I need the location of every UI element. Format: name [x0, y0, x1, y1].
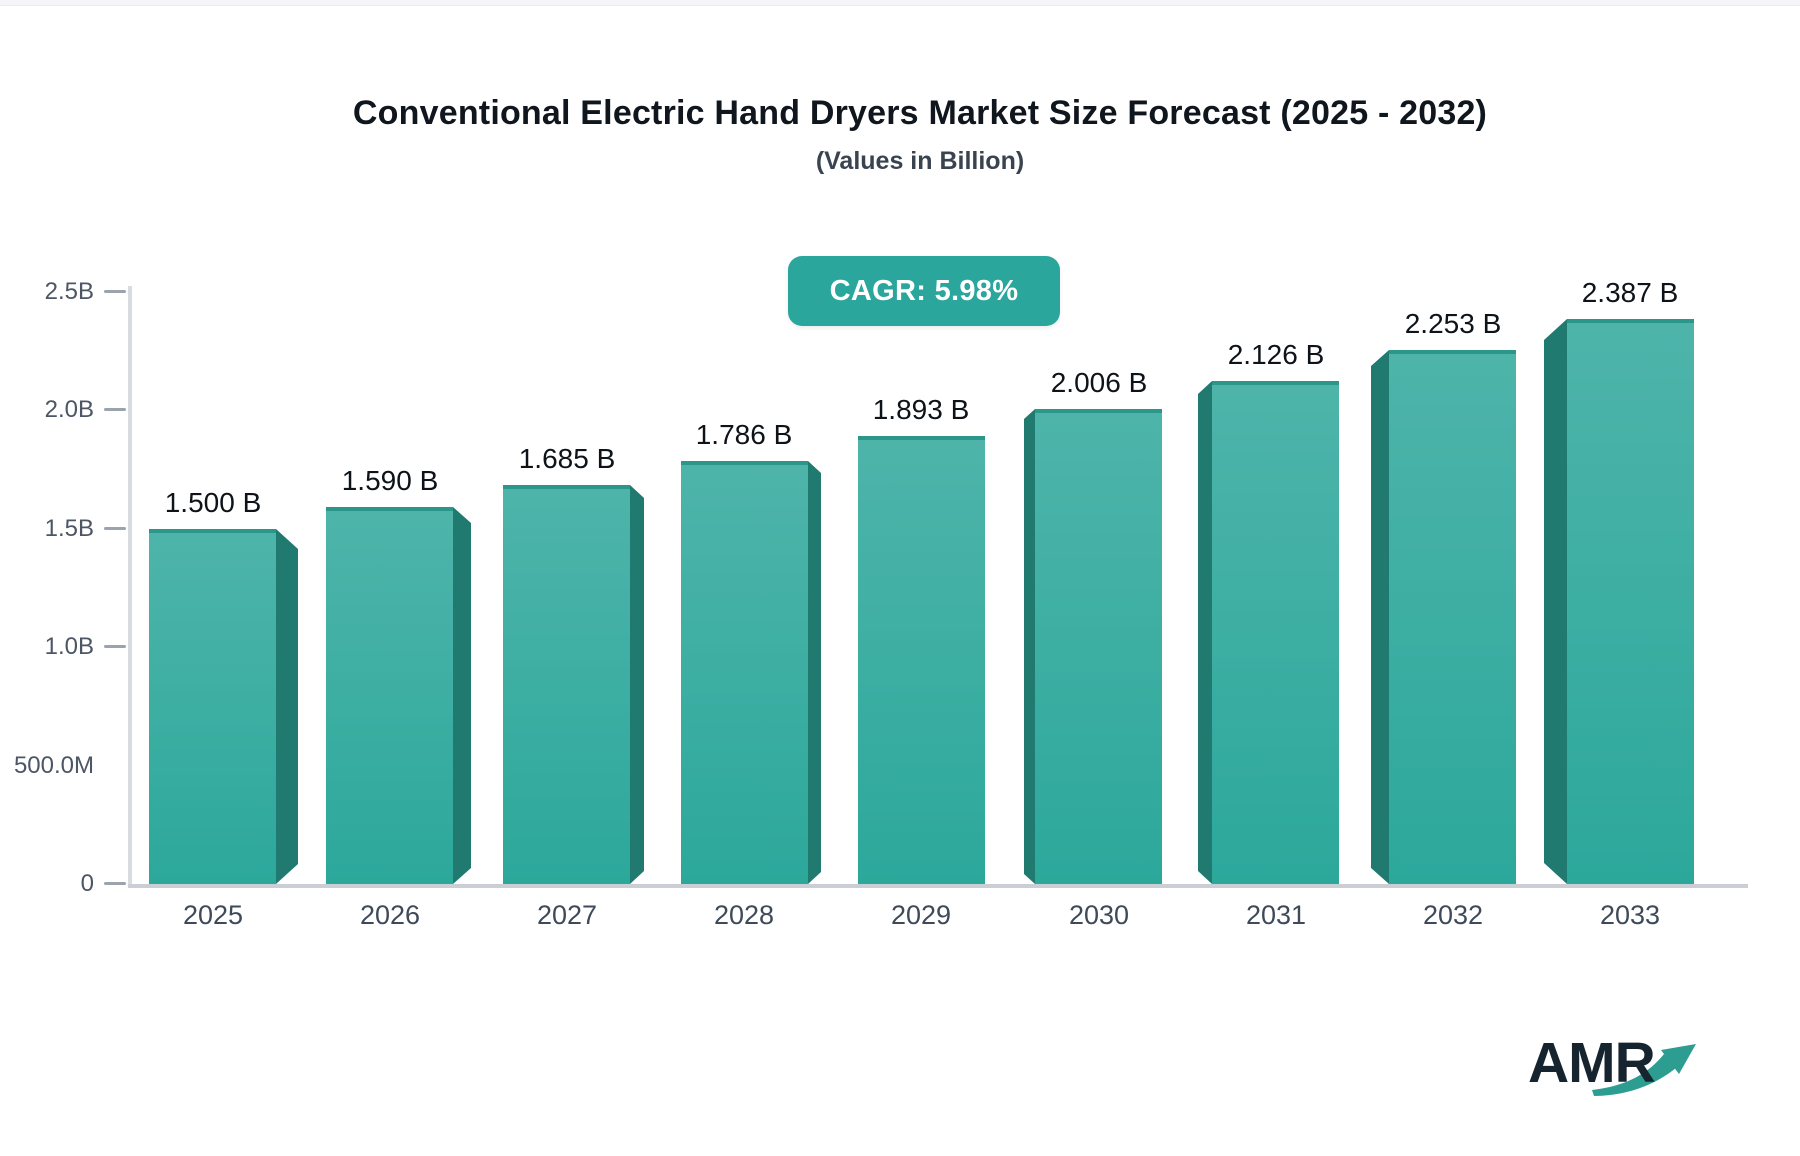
bar-2033[interactable] — [1567, 319, 1694, 884]
y-axis-line — [128, 286, 132, 884]
chart-subtitle: (Values in Billion) — [815, 147, 1025, 175]
bar-2029[interactable] — [858, 436, 985, 884]
x-axis-label-2028: 2028 — [713, 900, 775, 930]
x-axis-label-2032: 2032 — [1422, 900, 1484, 930]
page-top-border — [0, 0, 1800, 6]
bar-side-face-2025 — [276, 529, 298, 884]
x-axis-baseline — [128, 884, 1748, 888]
y-tick-label-500.0M: 500.0M — [13, 751, 94, 779]
x-axis-label-2033: 2033 — [1599, 900, 1661, 930]
cagr-badge-label: CAGR: 5.98% — [829, 274, 1019, 307]
bar-2026[interactable] — [326, 507, 453, 884]
growth-arrow-icon — [1592, 1044, 1696, 1096]
bar-2028[interactable] — [681, 461, 808, 884]
y-tick-label-1.0B: 1.0B — [44, 633, 94, 661]
amr-logo: AMR — [1528, 1030, 1728, 1110]
bar-value-label-2031: 2.126 B — [1227, 339, 1325, 370]
y-tick-label-2.5B: 2.5B — [44, 278, 94, 305]
bar-side-face-2026 — [453, 507, 471, 884]
bar-value-label-2026: 1.590 B — [341, 465, 439, 496]
y-tick-mark — [104, 882, 126, 885]
x-axis-label-2025: 2025 — [182, 900, 244, 930]
y-tick-label-0: 0 — [80, 870, 94, 897]
bar-side-face-2028 — [808, 461, 821, 884]
bar-side-face-2027 — [630, 485, 644, 884]
bar-value-label-2025: 1.500 B — [164, 487, 262, 518]
bar-side-face-2032 — [1371, 350, 1389, 884]
bar-value-label-2029: 1.893 B — [872, 394, 970, 425]
x-axis-label-2029: 2029 — [890, 900, 952, 930]
bar-value-label-2032: 2.253 B — [1404, 308, 1502, 339]
bar-2031[interactable] — [1212, 381, 1339, 884]
x-axis-label-2031: 2031 — [1245, 900, 1307, 930]
y-tick-mark — [104, 290, 126, 293]
bar-value-label-2027: 1.685 B — [518, 443, 616, 474]
y-tick-label-2.0B: 2.0B — [44, 396, 94, 424]
bar-2027[interactable] — [503, 485, 630, 884]
cagr-badge: CAGR: 5.98% — [788, 256, 1060, 326]
y-tick-label-1.5B: 1.5B — [44, 514, 94, 542]
bar-2032[interactable] — [1389, 350, 1516, 884]
x-axis-label-2026: 2026 — [359, 900, 421, 930]
x-axis-label-2027: 2027 — [536, 900, 598, 930]
amr-logo-text: AMR — [1528, 1031, 1656, 1095]
bar-side-face-2030 — [1024, 409, 1035, 884]
bar-2030[interactable] — [1035, 409, 1162, 884]
bar-side-face-2031 — [1198, 381, 1212, 884]
x-axis-label-2030: 2030 — [1068, 900, 1130, 930]
y-tick-mark — [104, 408, 126, 412]
bar-value-label-2030: 2.006 B — [1050, 367, 1148, 398]
bar-value-label-2028: 1.786 B — [695, 419, 793, 450]
y-tick-mark — [104, 526, 126, 530]
bar-side-face-2033 — [1544, 319, 1567, 884]
y-tick-mark — [104, 645, 126, 649]
bar-value-label-2033: 2.387 B — [1581, 277, 1679, 308]
chart-title: Conventional Electric Hand Dryers Market… — [352, 94, 1488, 132]
bar-2025[interactable] — [149, 529, 276, 884]
